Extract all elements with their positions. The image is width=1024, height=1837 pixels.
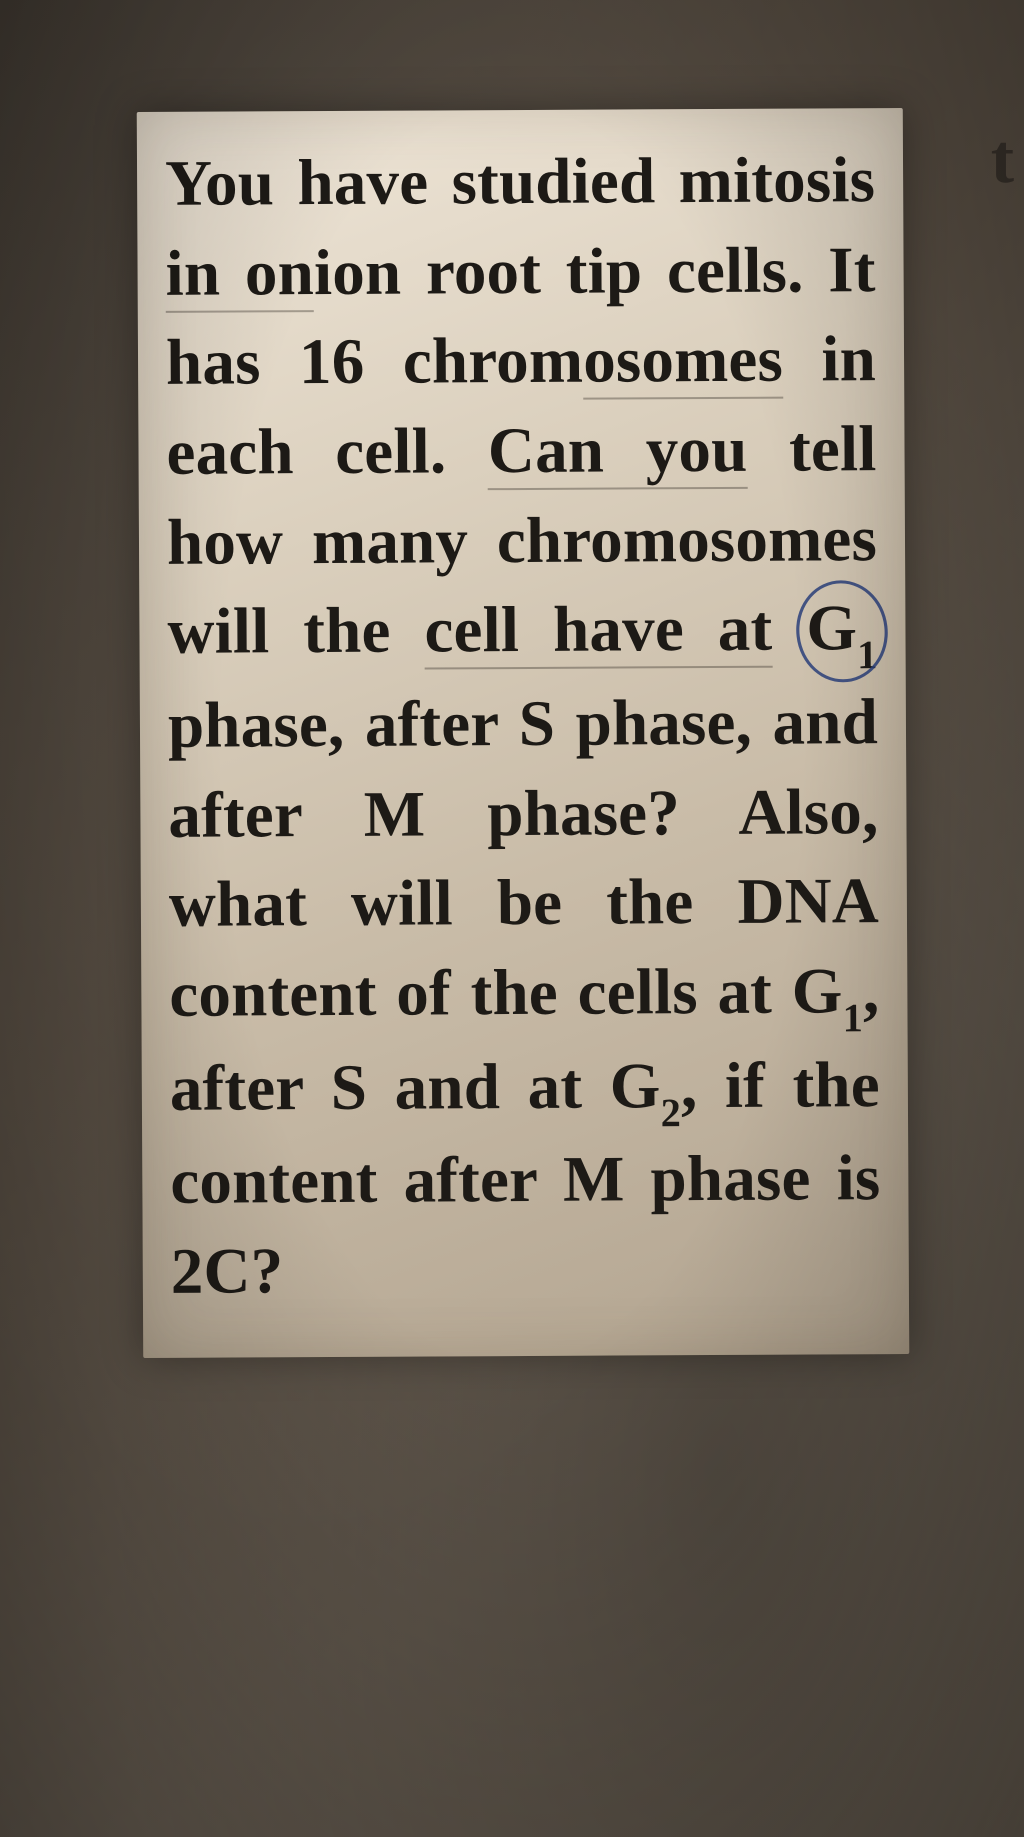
text-run-underlined: in on <box>165 237 314 313</box>
question-paragraph: You have studied mitosis in onion root t… <box>165 136 881 1317</box>
text-run: G <box>806 593 857 665</box>
text-run: phase, after S phase, and after M phase?… <box>168 686 879 1031</box>
subscript: 1 <box>857 632 878 677</box>
text-run: You have studied mitosis <box>165 144 875 220</box>
text-run-underlined: osomes <box>583 324 783 400</box>
circled-g1: G1 <box>806 585 878 679</box>
subscript: 2 <box>661 1090 682 1135</box>
text-run <box>772 593 806 665</box>
text-run-underlined: cell have at <box>424 593 772 670</box>
question-text-block: You have studied mitosis in onion root t… <box>137 108 910 1358</box>
subscript: 1 <box>843 995 864 1040</box>
text-run-underlined: Can you <box>488 414 748 490</box>
text-run: ion root tip cells. <box>314 234 829 309</box>
cropped-adjacent-text: t <box>991 120 1014 200</box>
